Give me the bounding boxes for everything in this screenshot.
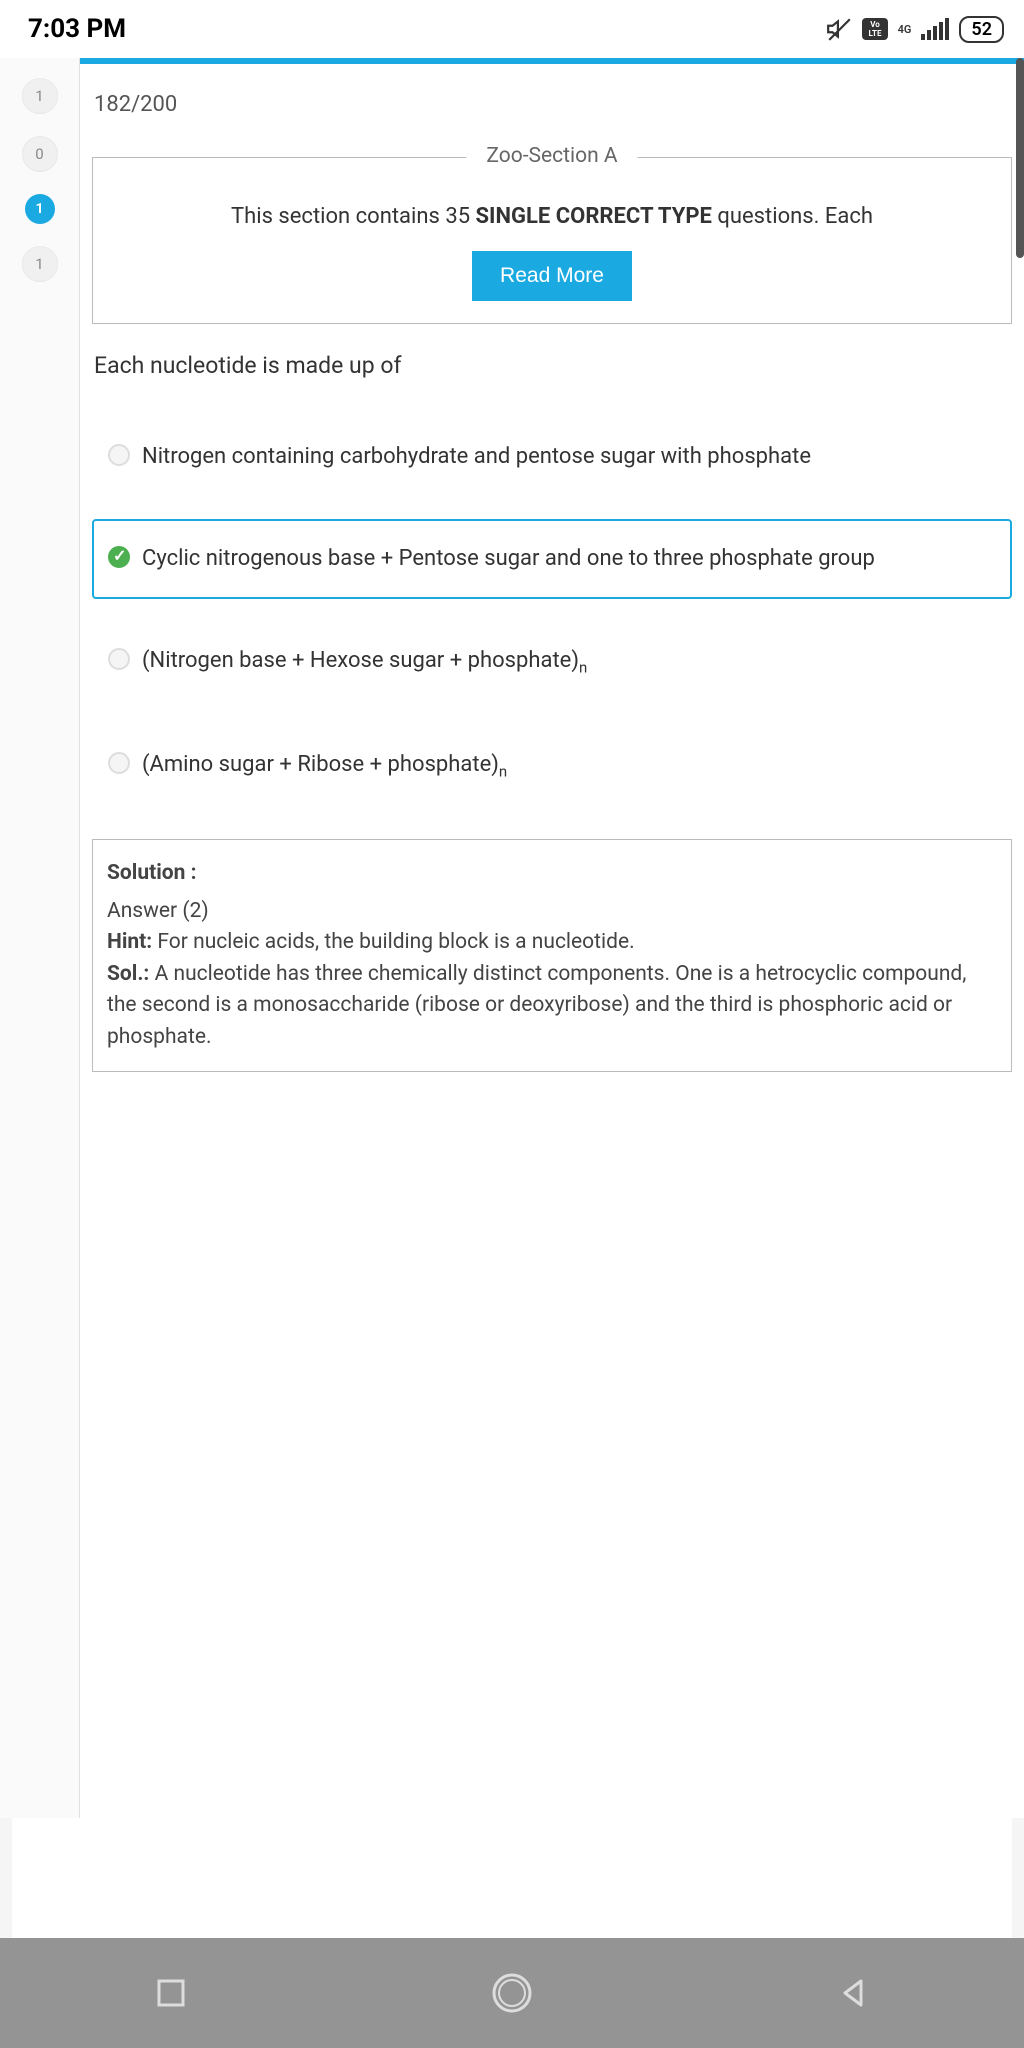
content-inner: 182/200 Zoo-Section A This section conta… (80, 64, 1024, 1072)
solution-hint: Hint: For nucleic acids, the building bl… (107, 927, 997, 959)
section-description: This section contains 35 SINGLE CORRECT … (113, 200, 991, 233)
option-1[interactable]: Nitrogen containing carbohydrate and pen… (92, 417, 1012, 497)
option-4-text: (Amino sugar + Ribose + phosphate)n (142, 749, 996, 783)
mute-icon (826, 16, 852, 42)
options-list: Nitrogen containing carbohydrate and pen… (92, 417, 1012, 807)
main-area: 1 0 1 1 182/200 Zoo-Section A This secti… (0, 58, 1024, 1818)
status-time: 7:03 PM (28, 14, 126, 44)
nav-home-button[interactable] (482, 1963, 542, 2023)
solution-title: Solution : (107, 858, 997, 890)
volte-icon: VoLTE (862, 18, 888, 40)
sidebar-item-0[interactable]: 1 (22, 78, 58, 114)
nav-back-button[interactable] (823, 1963, 883, 2023)
option-1-text: Nitrogen containing carbohydrate and pen… (142, 441, 996, 473)
option-3[interactable]: (Nitrogen base + Hexose sugar + phosphat… (92, 621, 1012, 703)
option-4[interactable]: (Amino sugar + Ribose + phosphate)n (92, 725, 1012, 807)
sidebar-item-1[interactable]: 0 (22, 136, 58, 172)
svg-text:LTE: LTE (868, 29, 881, 38)
section-info-box: Zoo-Section A This section contains 35 S… (92, 157, 1012, 324)
radio-icon (108, 444, 130, 466)
section-desc-pre: This section contains 35 (231, 204, 476, 229)
option-2[interactable]: Cyclic nitrogenous base + Pentose sugar … (92, 519, 1012, 599)
sidebar-item-2[interactable]: 1 (25, 194, 55, 224)
status-bar: 7:03 PM VoLTE 4G 52 (0, 0, 1024, 58)
question-counter: 182/200 (92, 92, 1012, 117)
signal-icon (921, 18, 949, 40)
option-3-text: (Nitrogen base + Hexose sugar + phosphat… (142, 645, 996, 679)
sidebar-item-3[interactable]: 1 (22, 246, 58, 282)
question-text: Each nucleotide is made up of (92, 352, 1012, 379)
sidebar: 1 0 1 1 (0, 58, 80, 1818)
section-desc-post: questions. Each (712, 204, 873, 229)
bottom-nav (0, 1938, 1024, 2048)
solution-answer: Answer (2) (107, 896, 997, 928)
radio-checked-icon (108, 546, 130, 568)
status-right: VoLTE 4G 52 (826, 16, 1004, 43)
radio-icon (108, 648, 130, 670)
option-2-text: Cyclic nitrogenous base + Pentose sugar … (142, 543, 996, 575)
section-legend: Zoo-Section A (466, 144, 637, 168)
solution-sol: Sol.: A nucleotide has three chemically … (107, 959, 997, 1054)
battery-indicator: 52 (959, 16, 1004, 43)
content: 182/200 Zoo-Section A This section conta… (80, 58, 1024, 1818)
network-label: 4G (898, 23, 912, 36)
bottom-spacer (12, 1818, 1012, 1938)
solution-box: Solution : Answer (2) Hint: For nucleic … (92, 839, 1012, 1072)
nav-recent-button[interactable] (141, 1963, 201, 2023)
scrollbar[interactable] (1016, 58, 1024, 258)
radio-icon (108, 752, 130, 774)
svg-text:Vo: Vo (870, 20, 880, 29)
read-more-button[interactable]: Read More (472, 251, 632, 301)
section-desc-bold: SINGLE CORRECT TYPE (476, 204, 712, 229)
